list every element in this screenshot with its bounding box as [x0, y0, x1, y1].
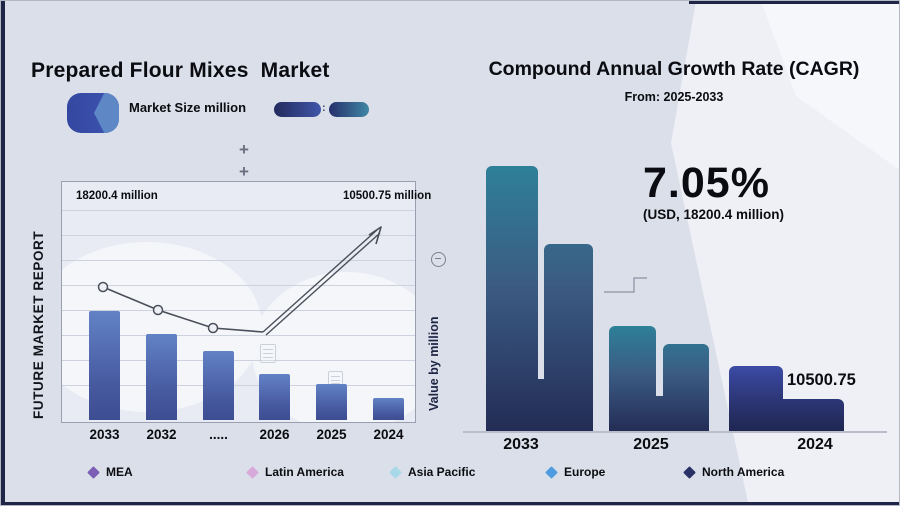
- legend-item: Asia Pacific: [389, 465, 476, 479]
- market-size-bar: [89, 311, 120, 420]
- start-value-label: 18200.4 million: [76, 190, 158, 202]
- legend-label: Europe: [564, 465, 606, 479]
- market-size-bar: [373, 398, 404, 420]
- gridline: [62, 235, 415, 236]
- clipboard-watermark-icon: [260, 344, 276, 363]
- x-axis-tick-label: 2033: [89, 427, 120, 442]
- market-size-bar: [146, 334, 177, 420]
- side-watermark-label: FUTURE MARKET REPORT: [31, 230, 46, 419]
- legend-diamond-icon: [246, 465, 259, 479]
- x-axis-tick-label: .....: [209, 427, 228, 442]
- legend-label: Latin America: [265, 465, 344, 479]
- gradient-pill-icon-right: [329, 102, 369, 117]
- frame-bottom-strip: [1, 502, 899, 505]
- market-size-bar: [203, 351, 234, 420]
- y-axis-label: Value by million: [427, 316, 441, 411]
- right-chart-baseline: [463, 431, 887, 433]
- cagr-usd-note: (USD, 18200.4 million): [643, 207, 785, 222]
- x-axis-tick-label: 2026: [259, 427, 290, 442]
- legend-item: Europe: [545, 465, 606, 479]
- cagr-bar: [729, 366, 783, 432]
- x-axis-tick-label: 2025: [316, 427, 347, 442]
- cagr-x-axis-label: 2025: [633, 436, 669, 453]
- x-axis-tick-label: 2032: [146, 427, 177, 442]
- cagr-bar: [656, 396, 663, 432]
- legend-label: MEA: [106, 465, 133, 479]
- cagr-bar: [783, 399, 844, 432]
- cagr-percent-value: 7.05%: [643, 159, 770, 207]
- cylinder-icon: [67, 93, 119, 133]
- circled-minus-icon: [431, 252, 446, 267]
- gridline: [62, 285, 415, 286]
- legend-diamond-icon: [545, 465, 558, 479]
- market-size-bar: [316, 384, 347, 420]
- legend-item: Latin America: [246, 465, 344, 479]
- cagr-x-axis-label: 2024: [797, 436, 833, 453]
- cagr-bar-value-label: 10500.75: [787, 371, 856, 389]
- cagr-bar: [538, 379, 544, 432]
- legend-diamond-icon: [389, 465, 402, 479]
- market-size-legend-label: Market Size million: [129, 100, 247, 115]
- pill-separator: :: [322, 102, 326, 114]
- market-size-bar: [259, 374, 290, 420]
- legend-item: MEA: [87, 465, 133, 479]
- cagr-bar: [663, 344, 709, 432]
- legend-item: North America: [683, 465, 785, 479]
- page-title: Prepared Flour Mixes Market: [31, 59, 330, 82]
- gridline: [62, 335, 415, 336]
- plus-icon: +: [239, 162, 249, 181]
- cagr-bar: [544, 244, 593, 432]
- gridline: [62, 360, 415, 361]
- step-line-decoration: [604, 277, 647, 293]
- legend-label: Asia Pacific: [408, 465, 476, 479]
- frame-top-strip: [689, 1, 899, 4]
- legend-label: North America: [702, 465, 785, 479]
- gridline: [62, 210, 415, 211]
- end-value-label: 10500.75 million: [343, 190, 432, 202]
- legend-diamond-icon: [87, 465, 100, 479]
- x-axis-tick-label: 2024: [373, 427, 404, 442]
- cylinder-cap-icon: [94, 93, 119, 133]
- gridline: [62, 260, 415, 261]
- cagr-bar: [609, 326, 656, 432]
- cagr-title: Compound Annual Growth Rate (CAGR): [488, 58, 860, 80]
- gridline: [62, 385, 415, 386]
- cagr-bar: [486, 166, 538, 432]
- frame-left-strip: [1, 1, 5, 505]
- plus-icon: +: [239, 140, 249, 159]
- legend-diamond-icon: [683, 465, 696, 479]
- cagr-x-axis-label: 2033: [503, 436, 539, 453]
- gradient-pill-icon-left: [274, 102, 321, 117]
- cagr-subtitle: From: 2025-2033: [624, 90, 724, 104]
